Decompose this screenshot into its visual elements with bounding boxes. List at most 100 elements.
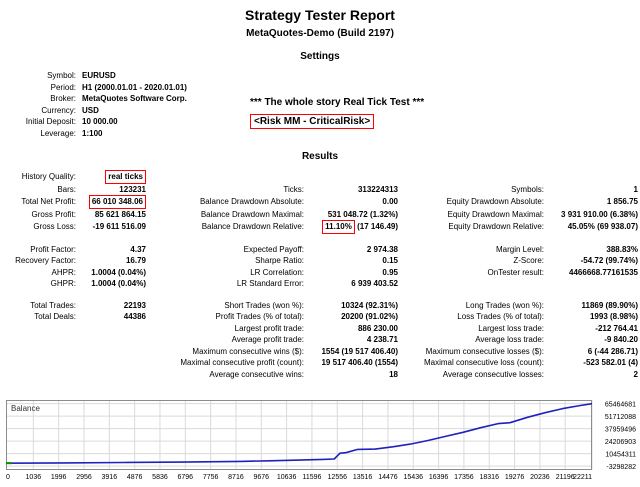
result-value: 886 230.00 [357,323,398,333]
settings-row: Broker: MetaQuotes Software Corp. [2,93,296,105]
settings-row: Symbol: EURUSD [2,70,296,82]
chart-x-tick-label: 5836 [152,474,168,481]
result-label: Loss Trades (% of total): [457,312,544,321]
annotation-line1: *** The whole story Real Tick Test *** [250,97,425,108]
result-value: 4 238.71 [366,335,398,344]
result-value [76,346,146,358]
results-heading: Results [301,151,339,162]
result-value: 0.00 [382,197,398,206]
results-row: Total Deals: 44386 Profit Trades (% of tot… [2,311,638,323]
result-label: Total Net Profit: [21,197,76,206]
chart-x-tick-label: 10636 [277,474,297,481]
result-label: Equity Drawdown Relative: [448,222,544,231]
results-row: Total Net Profit: 66 010 348.06 Balance Dr… [2,195,638,209]
chart-y-tick-label: 10454311 [605,452,636,459]
setting-label: Leverage: [40,128,76,138]
report-subtitle: MetaQuotes-Demo (Build 2197) [246,28,394,39]
result-label: Average consecutive wins: [209,369,304,379]
chart-y-tick-label: -3298282 [606,464,636,471]
setting-value: 10 000.00 [82,117,118,126]
chart-title-label: Balance [11,404,40,413]
result-label [2,369,76,381]
result-value: 18 [389,369,398,379]
result-value: -212 764.41 [595,323,638,333]
result-value: 66 010 348.06 [76,195,146,209]
red-annotation-box: real ticks [105,170,146,184]
chart-x-tick-label: 14476 [378,474,398,481]
result-label: Profit Factor: [30,244,76,254]
result-label: Total Trades: [30,300,76,310]
settings-row: Leverage: 1:100 [2,128,296,140]
result-value: 4466668.77161535 [569,267,638,277]
result-label: GHPR: [50,279,76,288]
setting-label: Symbol: [47,71,76,80]
results-row: History Quality: real ticks [2,170,638,184]
balance-chart-svg: Balance 65464681 51712088 37959496 24206903 1… [5,400,636,481]
result-label: Short Trades (won %): [224,300,304,310]
result-label: Bars: [57,184,76,194]
result-label [2,323,76,335]
chart-x-tick-label: 3916 [102,474,118,481]
result-label: Maximum consecutive wins ($): [192,346,304,356]
results-row: GHPR: 1.0004 (0.04%) LR Standard Error: 6 9… [2,278,638,290]
results-row: Gross Loss: -19 611 516.09 Balance Drawdow… [2,220,638,234]
setting-value: USD [82,105,99,115]
settings-heading: Settings [300,51,340,62]
result-value [544,170,638,184]
result-value [76,323,146,335]
setting-label: Broker: [50,94,76,103]
result-label: Expected Payoff: [243,244,304,254]
result-label [2,346,76,358]
annotation-block: *** The whole story Real Tick Test *** <… [250,96,424,129]
result-value [544,278,638,290]
chart-x-tick-label: 15436 [404,474,424,481]
result-label: Equity Drawdown Maximal: [447,209,544,219]
result-label: Balance Drawdown Absolute: [199,197,304,206]
chart-y-tick-label: 37959496 [605,427,636,434]
settings-row: Currency: USD [2,105,296,117]
result-value: 2 [633,369,638,379]
result-label: Average profit trade: [231,335,304,344]
chart-x-tick-label: 17356 [454,474,474,481]
results-row: Gross Profit: 85 621 864.15 Balance Drawdo… [2,209,638,221]
results-row: Maximal consecutive profit (count): 19 51… [2,357,638,369]
chart-x-tick-label: 2956 [76,474,92,481]
result-label: Gross Loss: [33,222,76,231]
result-value: 44386 [123,312,146,321]
results-spacer [2,290,638,300]
result-value: -9 840.20 [604,335,638,344]
results-row [2,290,638,300]
result-label: Symbols: [511,184,544,194]
result-value: 1 856.75 [606,197,638,206]
report-title: Strategy Tester Report [245,7,395,23]
result-label [2,357,76,369]
result-label: Sharpe Ratio: [255,256,304,265]
result-value [76,334,146,346]
annotation-line2: <Risk MM - CriticalRisk> [250,114,375,129]
result-value: real ticks [76,170,146,184]
result-value: -19 611 516.09 [92,222,146,231]
chart-x-tick-label: 18316 [480,474,500,481]
result-value: 123231 [119,184,146,194]
result-value [304,170,398,184]
result-label: OnTester result: [487,267,544,277]
result-value: -523 582.01 (4) [583,358,638,367]
results-row [2,234,638,244]
setting-label: Period: [50,82,76,92]
settings-row: Initial Deposit: 10 000.00 [2,116,296,128]
setting-value: EURUSD [82,71,116,80]
settings-section: Symbol: EURUSD Period: H1 (2000.01.01 - 202… [2,70,638,139]
result-value: 0.95 [382,267,398,277]
result-value [76,357,146,369]
result-label: Gross Profit: [31,209,76,219]
result-value: 3 931 910.00 (6.38%) [561,209,638,219]
results-table: History Quality: real ticks Bars: 123231 Tic… [2,170,638,380]
chart-x-tick-label: 21196 [556,474,575,481]
result-value: 531 048.72 (1.32%) [327,209,398,219]
setting-label: Initial Deposit: [25,117,76,126]
result-label: Average consecutive losses: [442,369,544,379]
result-value: 11.10% (17 146.49) [304,220,398,234]
result-value: 4.37 [130,244,146,254]
chart-x-tick-label: 20236 [530,474,550,481]
